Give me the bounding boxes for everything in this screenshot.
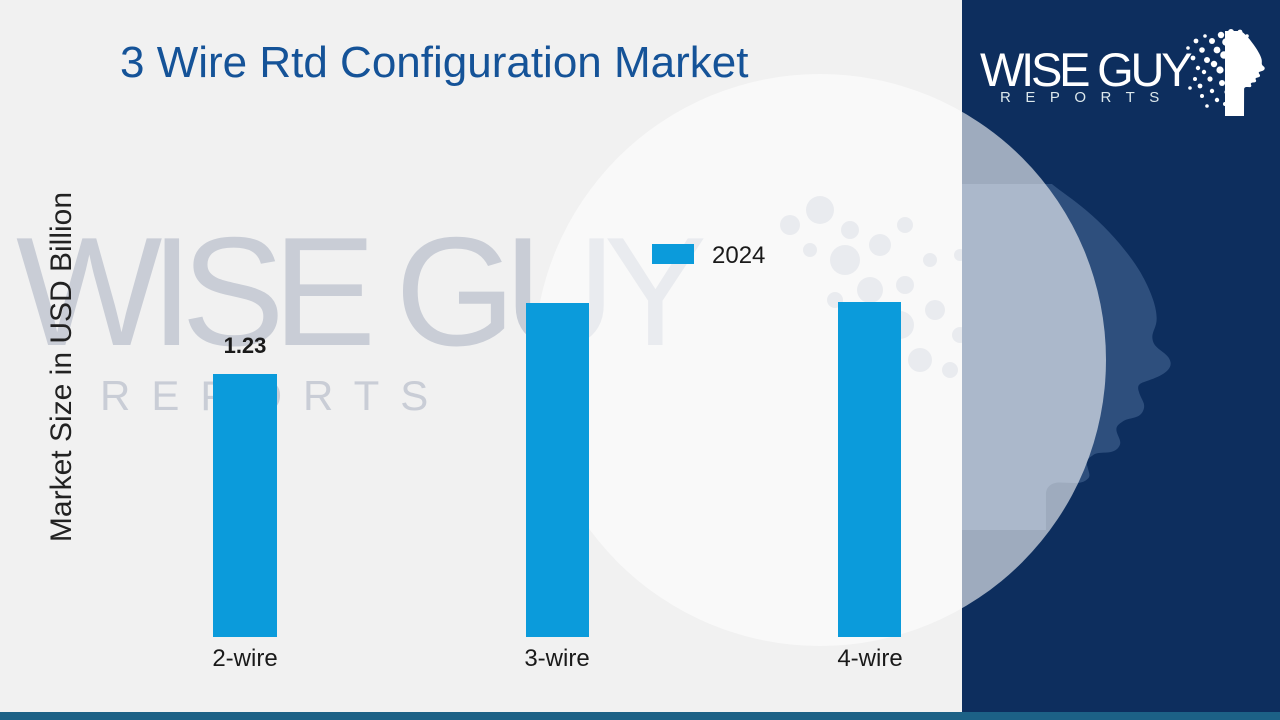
svg-text:REPORTS: REPORTS [1000,89,1174,106]
